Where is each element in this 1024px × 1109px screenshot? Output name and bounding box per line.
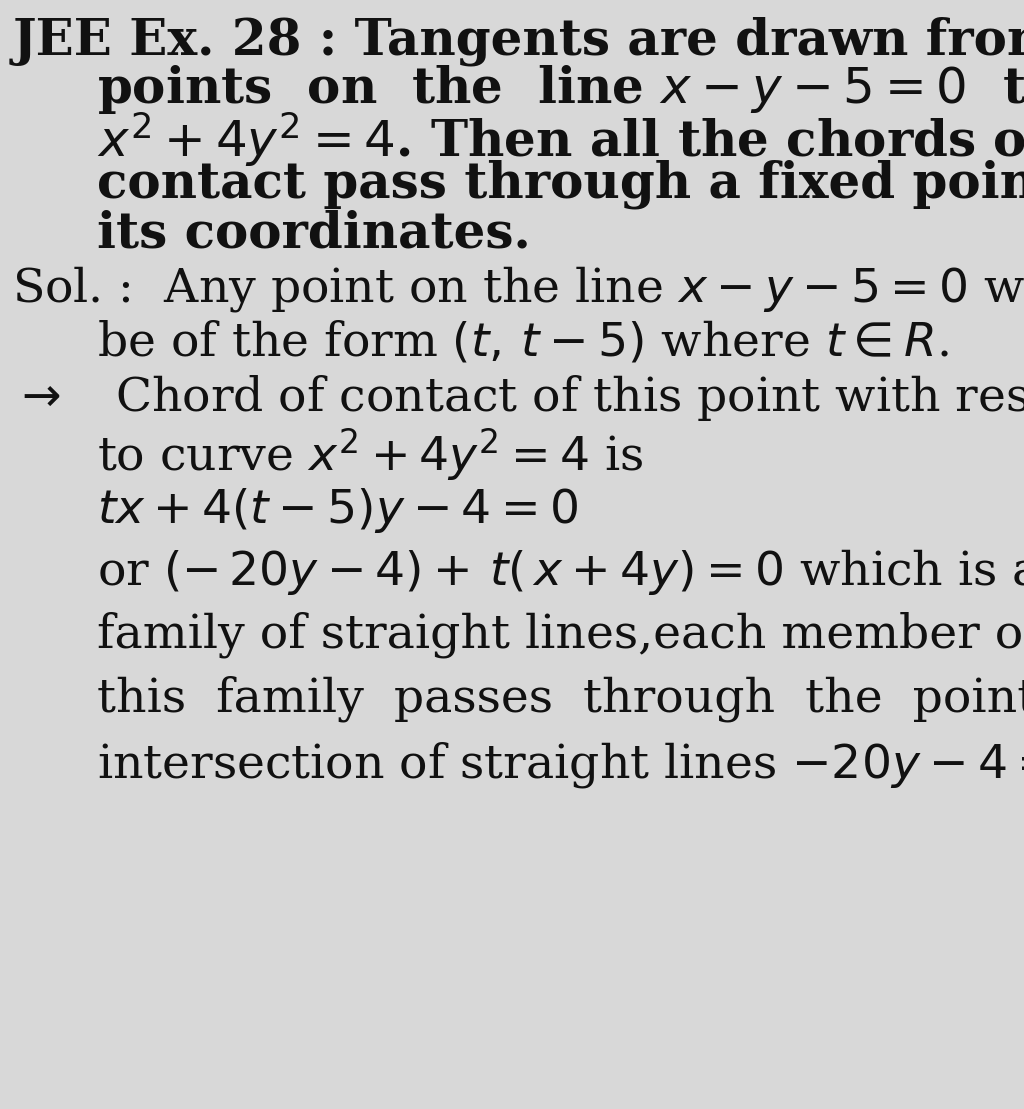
Text: $x^2 + 4y^2 = 4$. Then all the chords of: $x^2 + 4y^2 = 4$. Then all the chords of	[97, 110, 1024, 169]
Text: family of straight lines,each member of: family of straight lines,each member of	[97, 611, 1024, 658]
Text: this  family  passes  through  the  point  of: this family passes through the point of	[97, 675, 1024, 722]
Text: points  on  the  line $x - y - 5 = 0$  to: points on the line $x - y - 5 = 0$ to	[97, 63, 1024, 116]
Text: to curve $x^2 + 4y^2 = 4$ is: to curve $x^2 + 4y^2 = 4$ is	[97, 426, 644, 482]
Text: or $(-\, 20y - 4) +\, t(\, x + 4y) = 0$ which is a: or $(-\, 20y - 4) +\, t(\, x + 4y) = 0$ …	[97, 547, 1024, 597]
Text: $\rightarrow$   Chord of contact of this point with respect: $\rightarrow$ Chord of contact of this p…	[12, 373, 1024, 423]
Text: contact pass through a fixed point, find: contact pass through a fixed point, find	[97, 160, 1024, 210]
Text: Sol. :  Any point on the line $x - y - 5 = 0$ will: Sol. : Any point on the line $x - y - 5 …	[12, 264, 1024, 314]
Text: be of the form $(t,\, t - 5)$ where $t \in R$.: be of the form $(t,\, t - 5)$ where $t \…	[97, 319, 949, 365]
Text: JEE Ex. 28 : Tangents are drawn from the: JEE Ex. 28 : Tangents are drawn from the	[12, 17, 1024, 67]
Text: $tx + 4(t - 5)y - 4 = 0$: $tx + 4(t - 5)y - 4 = 0$	[97, 486, 579, 535]
Text: its coordinates.: its coordinates.	[97, 210, 531, 258]
Text: intersection of straight lines $-20y - 4 = 0$: intersection of straight lines $-20y - 4…	[97, 740, 1024, 790]
